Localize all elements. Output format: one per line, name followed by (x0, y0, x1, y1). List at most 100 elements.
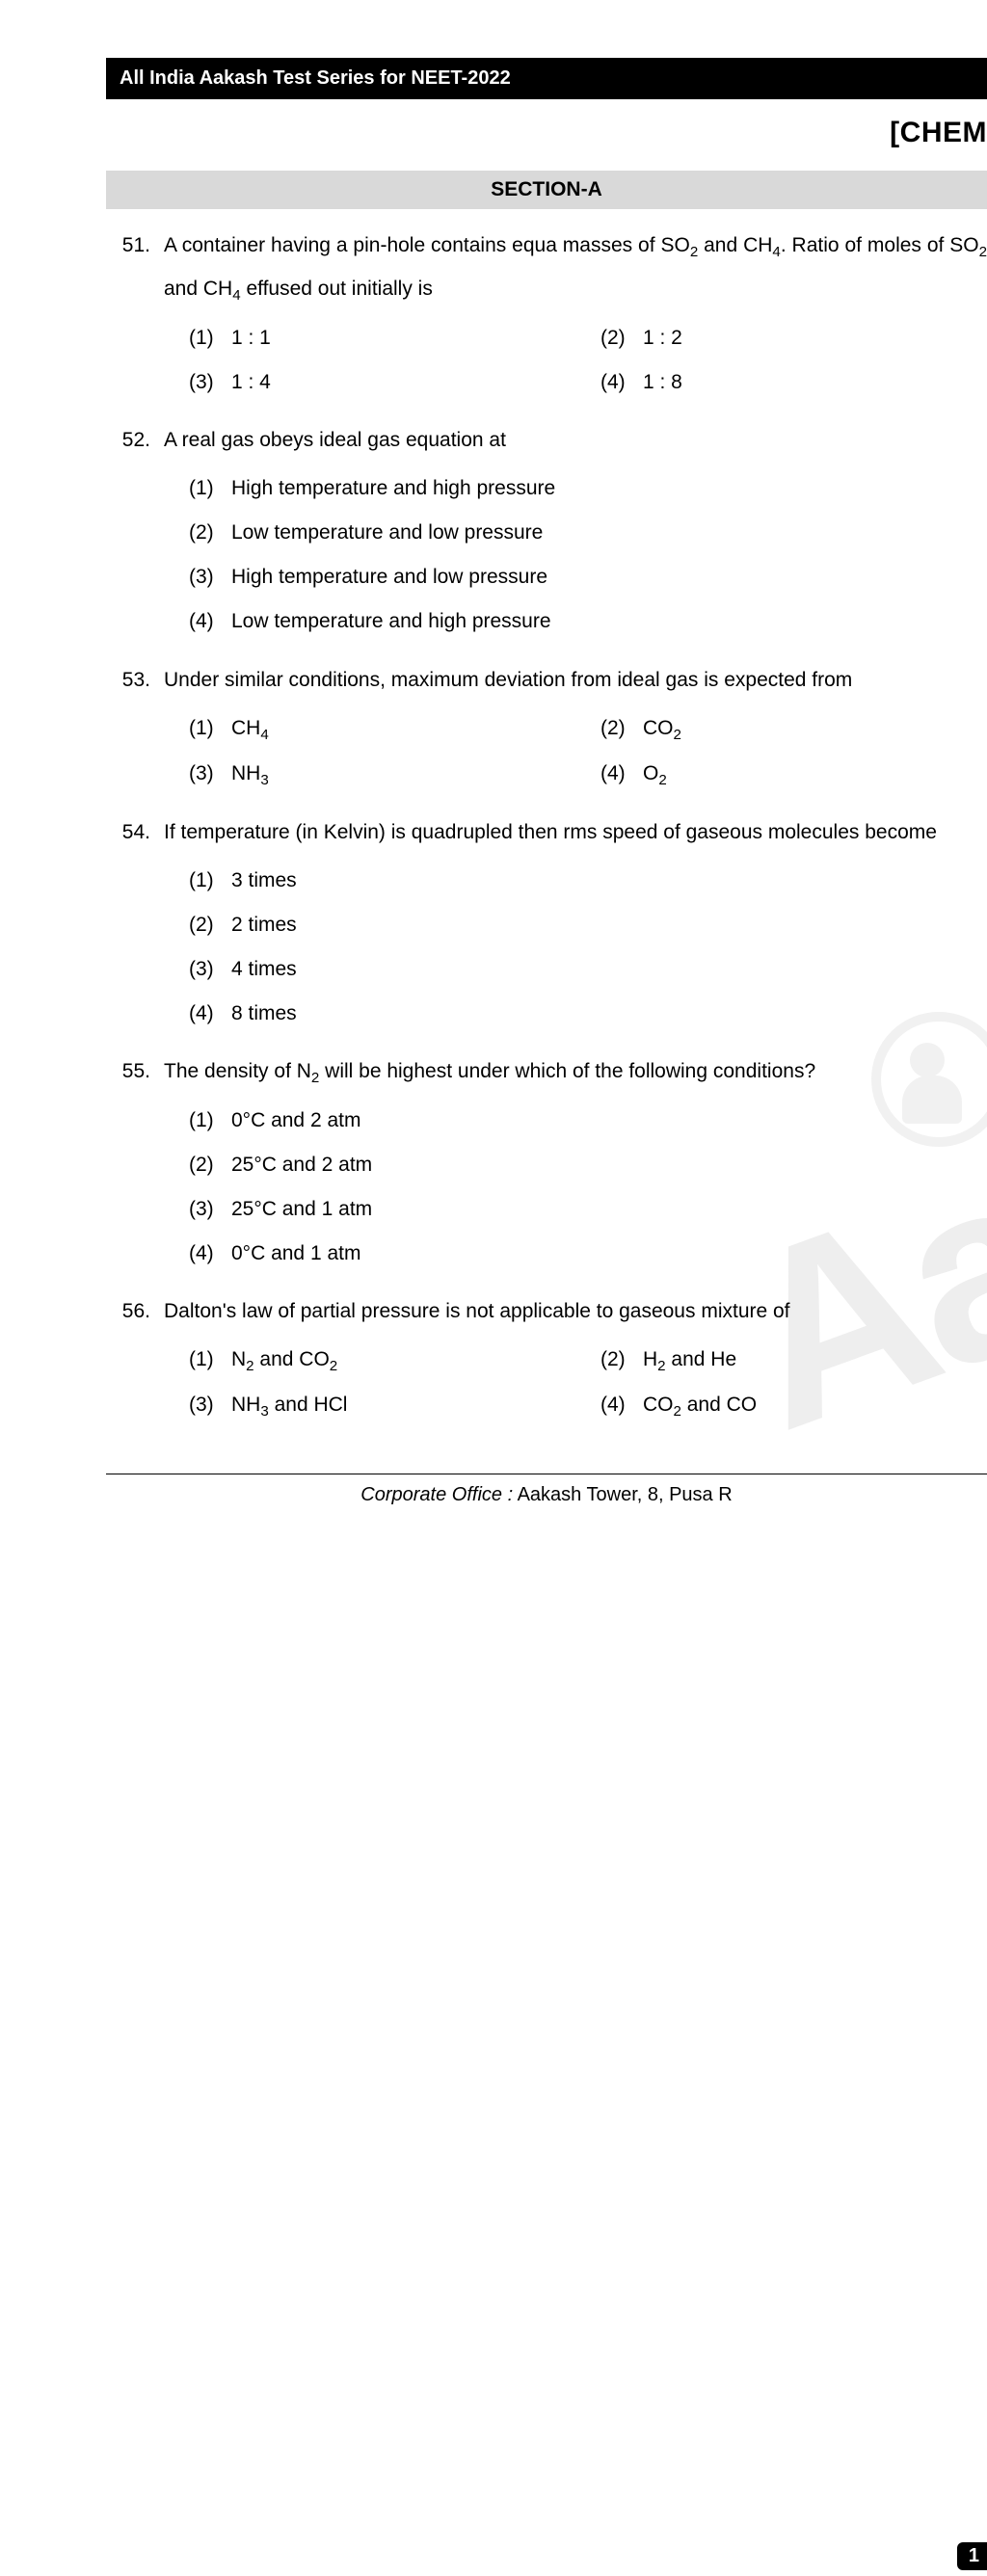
question-text: The density of N2 will be highest under … (164, 1050, 987, 1094)
option-text: 25°C and 2 atm (231, 1144, 372, 1186)
option: (4)8 times (164, 993, 987, 1035)
option-number: (4) (189, 1233, 231, 1275)
question-body: Dalton's law of partial pressure is not … (164, 1290, 987, 1429)
option-text: 4 times (231, 948, 297, 991)
options: (1)High temperature and high pressure(2)… (164, 467, 987, 643)
option: (4)0°C and 1 atm (164, 1233, 987, 1275)
option-text: Low temperature and low pressure (231, 512, 543, 554)
option-number: (3) (189, 556, 231, 598)
option-number: (2) (189, 1144, 231, 1186)
option-text: High temperature and high pressure (231, 467, 555, 510)
option: (3)NH3 (164, 753, 575, 796)
option-text: 3 times (231, 860, 297, 902)
question-number: 51. (106, 225, 164, 406)
option-number: (4) (189, 600, 231, 643)
option-text: High temperature and low pressure (231, 556, 547, 598)
option: (1)1 : 1 (164, 317, 575, 359)
options: (1)1 : 1(2)1 : 2(3)1 : 4(4)1 : 8 (164, 317, 987, 406)
option: (2)CO2 (575, 707, 987, 751)
question: 53.Under similar conditions, maximum dev… (106, 659, 987, 798)
subject-label: [CHEM (106, 117, 987, 149)
option-text: 1 : 1 (231, 317, 271, 359)
option-text: CH4 (231, 707, 269, 751)
option-text: NH3 and HCl (231, 1384, 347, 1427)
option: (1)N2 and CO2 (164, 1339, 575, 1382)
option-text: 2 times (231, 904, 297, 946)
question: 54.If temperature (in Kelvin) is quadrup… (106, 811, 987, 1037)
option-text: 0°C and 2 atm (231, 1100, 360, 1142)
question: 51.A container having a pin-hole contain… (106, 225, 987, 406)
question-body: A real gas obeys ideal gas equation at (1… (164, 419, 987, 645)
option-row: (1)N2 and CO2(2)H2 and He (164, 1339, 987, 1384)
option-text: N2 and CO2 (231, 1339, 337, 1382)
question-number: 53. (106, 659, 164, 798)
option: (1)High temperature and high pressure (164, 467, 987, 510)
option-number: (2) (189, 512, 231, 554)
footer-label: Corporate Office : (360, 1484, 513, 1505)
option-text: CO2 and CO (643, 1384, 757, 1427)
option: (1)3 times (164, 860, 987, 902)
section-label: SECTION-A (106, 171, 987, 209)
option: (3)High temperature and low pressure (164, 556, 987, 598)
question-body: The density of N2 will be highest under … (164, 1050, 987, 1277)
option: (2)Low temperature and low pressure (164, 512, 987, 554)
option: (4)1 : 8 (575, 361, 987, 404)
option: (4)O2 (575, 753, 987, 796)
page-number-badge: 1 (957, 2542, 987, 2570)
option-number: (1) (189, 467, 231, 510)
option-text: 1 : 4 (231, 361, 271, 404)
options: (1)3 times(2)2 times(3)4 times(4)8 times (164, 860, 987, 1035)
question: 56.Dalton's law of partial pressure is n… (106, 1290, 987, 1429)
option: (3)4 times (164, 948, 987, 991)
footer: Corporate Office : Aakash Tower, 8, Pusa… (106, 1474, 987, 1506)
option: (2)25°C and 2 atm (164, 1144, 987, 1186)
option-row: (3)1 : 4(4)1 : 8 (164, 361, 987, 406)
option: (3)1 : 4 (164, 361, 575, 404)
option-number: (1) (189, 1339, 231, 1382)
option-text: 0°C and 1 atm (231, 1233, 360, 1275)
options: (1)CH4(2)CO2(3)NH3(4)O2 (164, 707, 987, 798)
option-number: (2) (600, 707, 643, 751)
option: (2)H2 and He (575, 1339, 987, 1382)
question-number: 52. (106, 419, 164, 645)
question-text: If temperature (in Kelvin) is quadrupled… (164, 811, 987, 854)
footer-address: Aakash Tower, 8, Pusa R (513, 1484, 733, 1505)
option-number: (4) (600, 1384, 643, 1427)
question-number: 56. (106, 1290, 164, 1429)
option-number: (3) (189, 1188, 231, 1231)
question-text: Dalton's law of partial pressure is not … (164, 1290, 987, 1333)
question-body: Under similar conditions, maximum deviat… (164, 659, 987, 798)
option-number: (3) (189, 1384, 231, 1427)
option: (3)NH3 and HCl (164, 1384, 575, 1427)
option: (2)2 times (164, 904, 987, 946)
question-text: A container having a pin-hole contains e… (164, 225, 987, 311)
option-row: (3)NH3(4)O2 (164, 753, 987, 798)
option-number: (2) (189, 904, 231, 946)
questions-container: 51.A container having a pin-hole contain… (106, 225, 987, 1429)
option-number: (2) (600, 1339, 643, 1382)
question-text: Under similar conditions, maximum deviat… (164, 659, 987, 702)
option-row: (3)NH3 and HCl (4)CO2 and CO (164, 1384, 987, 1429)
option-number: (4) (189, 993, 231, 1035)
options: (1)0°C and 2 atm(2)25°C and 2 atm(3)25°C… (164, 1100, 987, 1275)
option-number: (2) (600, 317, 643, 359)
question-body: If temperature (in Kelvin) is quadrupled… (164, 811, 987, 1037)
option-text: 1 : 2 (643, 317, 682, 359)
option-text: NH3 (231, 753, 269, 796)
option-text: CO2 (643, 707, 681, 751)
question-text: A real gas obeys ideal gas equation at (164, 419, 987, 462)
option: (3)25°C and 1 atm (164, 1188, 987, 1231)
option-row: (1)1 : 1(2)1 : 2 (164, 317, 987, 361)
option-number: (3) (189, 361, 231, 404)
option: (2)1 : 2 (575, 317, 987, 359)
option: (1)0°C and 2 atm (164, 1100, 987, 1142)
option-number: (1) (189, 707, 231, 751)
option-row: (1)CH4 (2)CO2 (164, 707, 987, 753)
option: (4)Low temperature and high pressure (164, 600, 987, 643)
question-number: 54. (106, 811, 164, 1037)
option-number: (1) (189, 860, 231, 902)
header-bar: All India Aakash Test Series for NEET-20… (106, 58, 987, 99)
option-text: 1 : 8 (643, 361, 682, 404)
option-number: (4) (600, 753, 643, 796)
option-text: O2 (643, 753, 667, 796)
